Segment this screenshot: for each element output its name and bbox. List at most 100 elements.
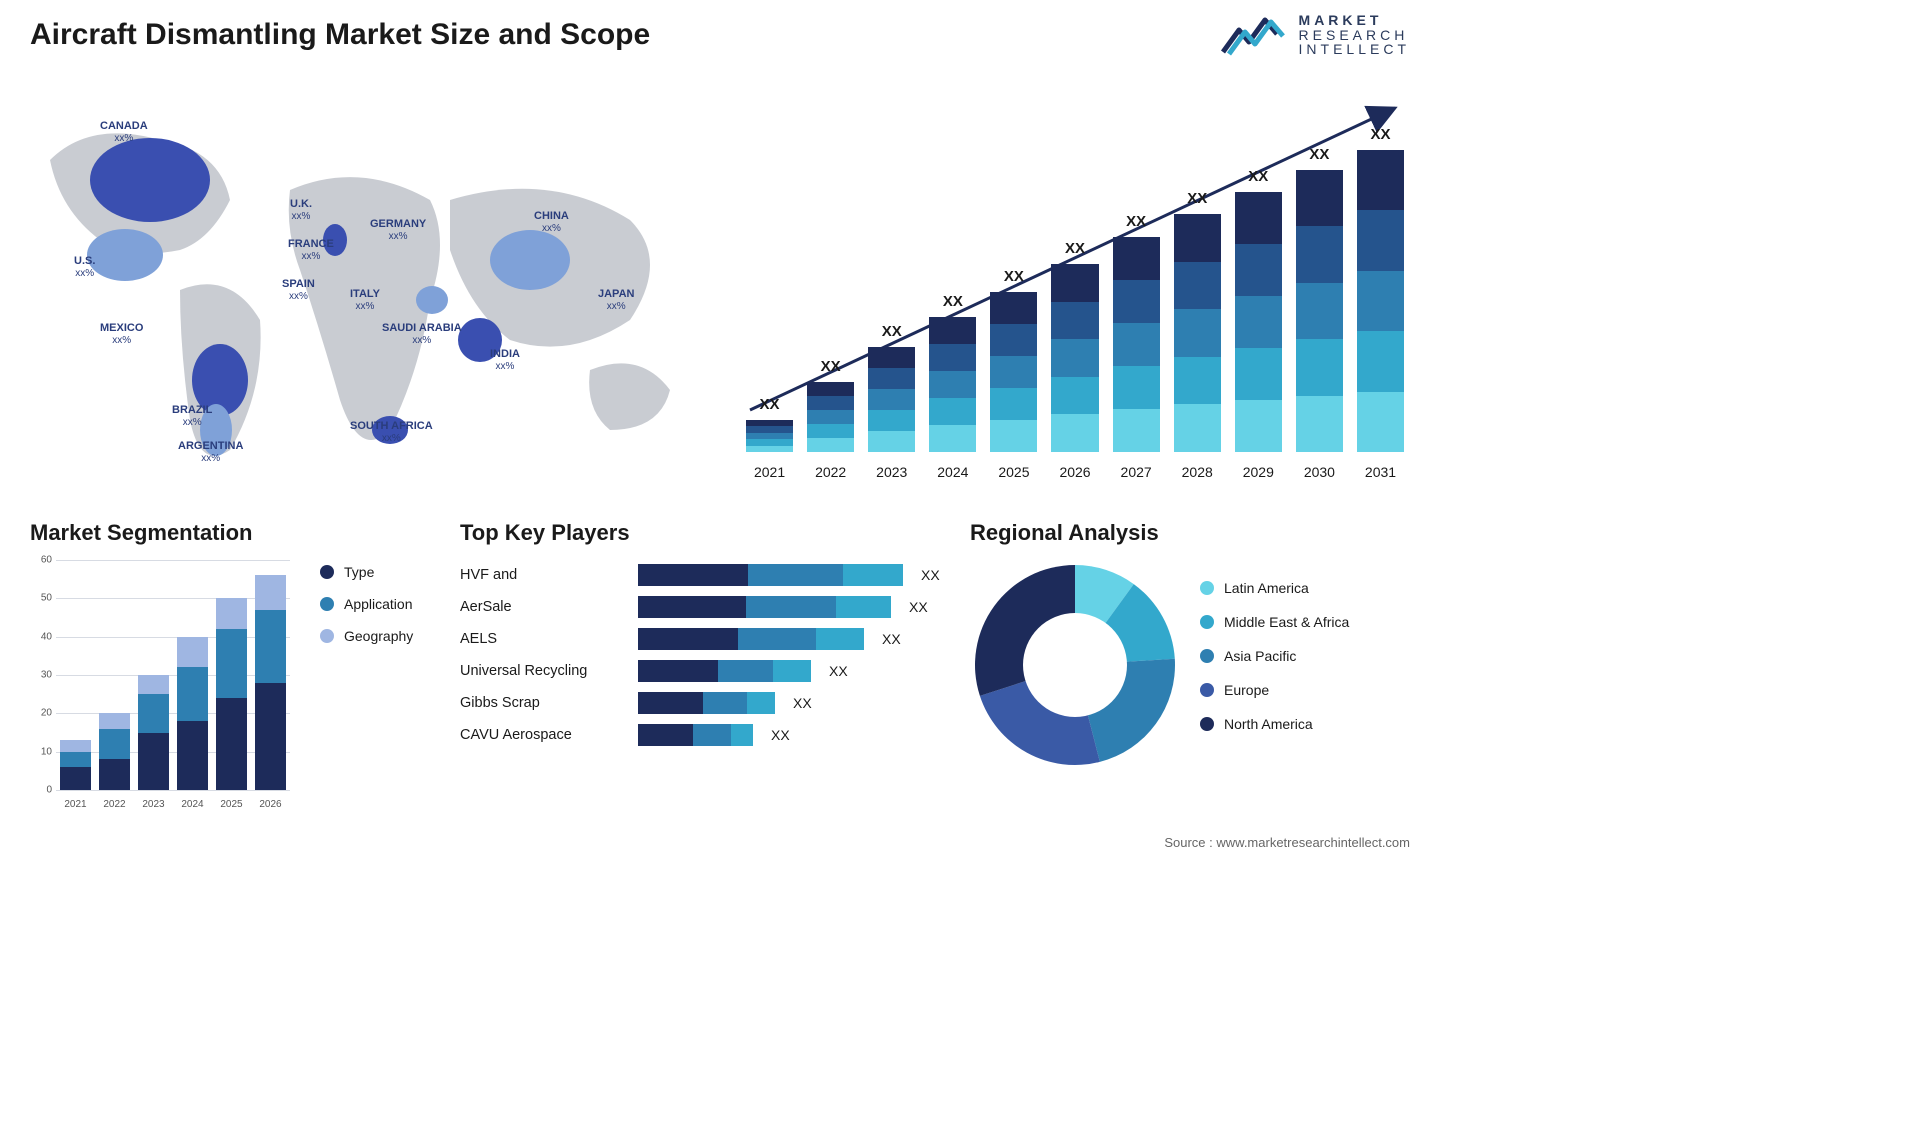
growth-x-label: 2028 — [1174, 464, 1221, 480]
logo-text: MARKET RESEARCH INTELLECT — [1299, 13, 1410, 57]
key-player-bar — [638, 692, 775, 714]
segmentation-section: Market Segmentation 0102030405060 202120… — [30, 520, 430, 820]
growth-bar-label: XX — [746, 396, 793, 413]
growth-bar-label: XX — [929, 293, 976, 310]
key-player-value: XX — [909, 599, 928, 615]
key-player-name: AELS — [460, 631, 620, 647]
growth-bar-label: XX — [1296, 146, 1343, 163]
logo-line1: MARKET — [1299, 13, 1410, 28]
legend-item: Type — [320, 564, 413, 580]
segmentation-title: Market Segmentation — [30, 520, 430, 546]
growth-bar: XX — [807, 382, 854, 452]
key-player-value: XX — [771, 727, 790, 743]
key-players-title: Top Key Players — [460, 520, 940, 546]
segmentation-chart: 0102030405060 202120222023202420252026 — [30, 560, 290, 820]
key-player-row: Gibbs Scrap XX — [460, 692, 940, 714]
segmentation-legend: Type Application Geography — [320, 564, 413, 660]
seg-x-label: 2026 — [255, 799, 286, 810]
seg-x-label: 2022 — [99, 799, 130, 810]
map-label: JAPANxx% — [598, 288, 634, 312]
key-player-name: HVF and — [460, 567, 620, 583]
key-player-value: XX — [793, 695, 812, 711]
legend-item: Middle East & Africa — [1200, 614, 1349, 630]
growth-bar: XX — [1357, 150, 1404, 452]
seg-y-tick: 0 — [46, 785, 52, 796]
regional-donut-chart — [970, 560, 1180, 770]
growth-bar-label: XX — [1235, 168, 1282, 185]
map-label: CHINAxx% — [534, 210, 569, 234]
seg-bar — [99, 713, 130, 790]
seg-y-tick: 30 — [41, 670, 52, 681]
source-attribution: Source : www.marketresearchintellect.com — [1164, 835, 1410, 850]
legend-item: Application — [320, 596, 413, 612]
growth-x-label: 2021 — [746, 464, 793, 480]
map-label: INDIAxx% — [490, 348, 520, 372]
legend-item: Latin America — [1200, 580, 1349, 596]
seg-bar — [255, 575, 286, 790]
page-title: Aircraft Dismantling Market Size and Sco… — [30, 18, 650, 52]
growth-x-label: 2030 — [1296, 464, 1343, 480]
growth-x-label: 2025 — [990, 464, 1037, 480]
key-player-bar — [638, 564, 903, 586]
seg-x-label: 2023 — [138, 799, 169, 810]
map-label: CANADAxx% — [100, 120, 148, 144]
key-player-value: XX — [882, 631, 901, 647]
map-label: U.S.xx% — [74, 255, 95, 279]
brand-logo: MARKET RESEARCH INTELLECT — [1219, 10, 1410, 60]
map-label: ARGENTINAxx% — [178, 440, 243, 464]
key-player-name: Gibbs Scrap — [460, 695, 620, 711]
growth-bar: XX — [746, 420, 793, 452]
map-label: MEXICOxx% — [100, 322, 143, 346]
growth-bar: XX — [1051, 264, 1098, 452]
map-label: SAUDI ARABIAxx% — [382, 322, 462, 346]
growth-bar-label: XX — [1174, 190, 1221, 207]
key-player-bar — [638, 628, 864, 650]
map-label: ITALYxx% — [350, 288, 380, 312]
map-label: GERMANYxx% — [370, 218, 426, 242]
map-label: SOUTH AFRICAxx% — [350, 420, 433, 444]
seg-x-label: 2025 — [216, 799, 247, 810]
key-player-bar — [638, 724, 753, 746]
growth-bar-label: XX — [1051, 240, 1098, 257]
logo-line2: RESEARCH — [1299, 28, 1410, 43]
key-player-row: AELS XX — [460, 628, 940, 650]
growth-x-label: 2023 — [868, 464, 915, 480]
map-label: FRANCExx% — [288, 238, 334, 262]
growth-bar-label: XX — [990, 268, 1037, 285]
map-label: BRAZILxx% — [172, 404, 212, 428]
growth-bar: XX — [990, 292, 1037, 452]
seg-bar — [216, 598, 247, 790]
key-player-row: CAVU Aerospace XX — [460, 724, 940, 746]
key-player-bar — [638, 660, 811, 682]
growth-bar-label: XX — [807, 358, 854, 375]
key-player-row: Universal RecyclingXX — [460, 660, 940, 682]
legend-item: North America — [1200, 716, 1349, 732]
seg-x-label: 2024 — [177, 799, 208, 810]
key-player-value: XX — [829, 663, 848, 679]
growth-x-label: 2024 — [929, 464, 976, 480]
key-player-name: AerSale — [460, 599, 620, 615]
growth-bar-label: XX — [1113, 213, 1160, 230]
growth-x-label: 2031 — [1357, 464, 1404, 480]
regional-section: Regional Analysis Latin America Middle Ea… — [970, 520, 1410, 770]
logo-mark-icon — [1219, 10, 1289, 60]
growth-bar-label: XX — [868, 323, 915, 340]
key-player-row: AerSale XX — [460, 596, 940, 618]
regional-legend: Latin AmericaMiddle East & AfricaAsia Pa… — [1200, 580, 1349, 750]
key-players-section: Top Key Players HVF and XX AerSale XX AELS XX… — [460, 520, 940, 756]
key-player-row: HVF and XX — [460, 564, 940, 586]
growth-bar: XX — [1174, 214, 1221, 452]
seg-bar — [138, 675, 169, 790]
seg-y-tick: 20 — [41, 708, 52, 719]
key-player-value: XX — [921, 567, 940, 583]
growth-bar: XX — [1235, 192, 1282, 452]
legend-item: Geography — [320, 628, 413, 644]
world-map: CANADAxx% U.S.xx% MEXICOxx% BRAZILxx% ARGENT… — [30, 90, 710, 480]
seg-y-tick: 40 — [41, 631, 52, 642]
key-player-name: CAVU Aerospace — [460, 727, 620, 743]
map-label: SPAINxx% — [282, 278, 315, 302]
growth-x-label: 2022 — [807, 464, 854, 480]
regional-title: Regional Analysis — [970, 520, 1410, 546]
key-player-bar — [638, 596, 891, 618]
seg-x-label: 2021 — [60, 799, 91, 810]
